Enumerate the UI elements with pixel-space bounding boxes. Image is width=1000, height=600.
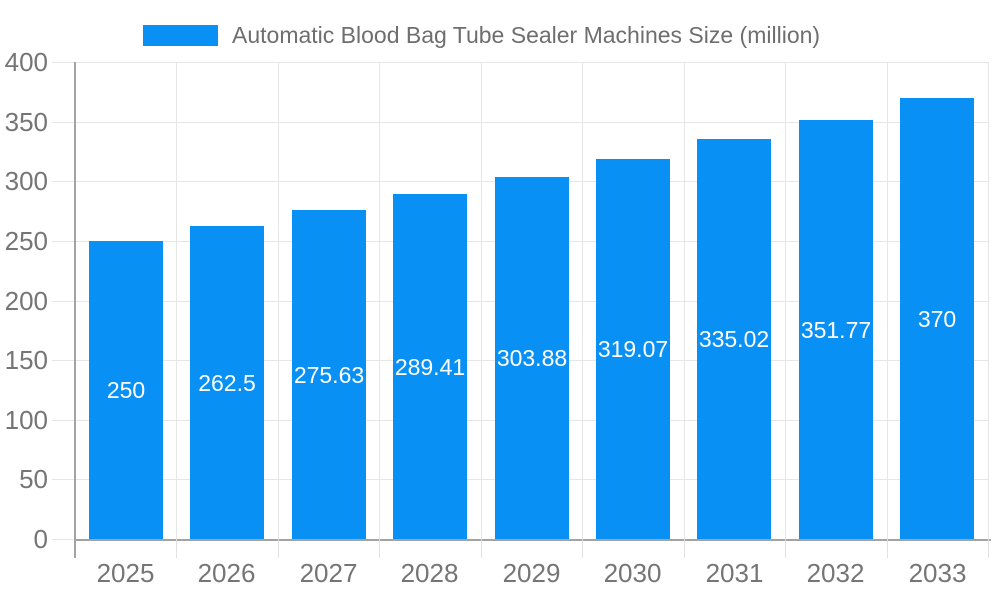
y-tick xyxy=(52,122,75,123)
bar[interactable]: 319.07 xyxy=(596,159,670,539)
bar[interactable]: 250 xyxy=(89,241,163,539)
x-axis-label: 2033 xyxy=(908,558,967,588)
x-axis-line xyxy=(74,539,991,541)
y-axis-label: 100 xyxy=(4,405,48,435)
gridline-v xyxy=(988,62,989,539)
y-tick xyxy=(52,420,75,421)
x-tick xyxy=(278,539,279,558)
y-axis-label: 50 xyxy=(19,464,48,494)
gridline-v xyxy=(278,62,279,539)
bar-value-label: 250 xyxy=(106,377,146,403)
legend-swatch-icon xyxy=(143,25,218,46)
y-axis-line xyxy=(74,62,76,558)
legend-label: Automatic Blood Bag Tube Sealer Machines… xyxy=(232,22,821,48)
x-axis-label: 2026 xyxy=(197,558,256,588)
x-axis-label: 2030 xyxy=(603,558,662,588)
y-tick xyxy=(52,241,75,242)
y-tick xyxy=(52,360,75,361)
x-tick xyxy=(887,539,888,558)
bar-value-label: 335.02 xyxy=(698,326,770,352)
bar-value-label: 289.41 xyxy=(394,353,466,380)
x-tick xyxy=(582,539,583,558)
gridline-h xyxy=(75,122,988,123)
y-axis-label: 0 xyxy=(33,524,48,554)
gridline-v xyxy=(887,62,888,539)
bar-value-label: 351.77 xyxy=(800,316,872,343)
bar[interactable]: 303.88 xyxy=(495,177,569,539)
y-axis-label: 350 xyxy=(4,107,48,137)
bar-value-label: 262.5 xyxy=(198,369,256,396)
gridline-v xyxy=(379,62,380,539)
x-axis-label: 2027 xyxy=(299,558,358,588)
gridline-v xyxy=(582,62,583,539)
y-tick xyxy=(52,301,75,302)
gridline-v xyxy=(684,62,685,539)
gridline-v xyxy=(785,62,786,539)
bar[interactable]: 335.02 xyxy=(697,139,771,539)
gridline-v xyxy=(176,62,177,539)
bar-value-label: 303.88 xyxy=(496,345,568,371)
x-tick xyxy=(684,539,685,558)
x-axis-label: 2025 xyxy=(96,558,155,588)
x-tick xyxy=(785,539,786,558)
bar-value-label: 370 xyxy=(917,305,957,332)
bar[interactable]: 351.77 xyxy=(799,120,873,539)
bar-value-label: 319.07 xyxy=(597,336,669,362)
x-axis-label: 2032 xyxy=(806,558,865,588)
gridline-v xyxy=(481,62,482,539)
y-tick xyxy=(52,181,75,182)
x-tick xyxy=(176,539,177,558)
bar-value-label: 275.63 xyxy=(293,361,365,388)
bar[interactable]: 289.41 xyxy=(393,194,467,539)
y-axis-label: 250 xyxy=(4,226,48,256)
x-tick xyxy=(481,539,482,558)
x-axis-label: 2031 xyxy=(705,558,764,588)
y-axis-label: 400 xyxy=(4,47,48,77)
y-axis-label: 150 xyxy=(4,345,48,375)
x-axis-label: 2029 xyxy=(502,558,561,588)
y-tick xyxy=(52,479,75,480)
y-axis-label: 300 xyxy=(4,166,48,196)
gridline-h xyxy=(75,62,988,63)
bar[interactable]: 262.5 xyxy=(190,226,264,539)
x-axis-label: 2028 xyxy=(400,558,459,588)
x-tick xyxy=(379,539,380,558)
bar[interactable]: 275.63 xyxy=(292,210,366,539)
y-tick xyxy=(52,62,75,63)
y-tick xyxy=(52,539,75,540)
legend-item[interactable]: Automatic Blood Bag Tube Sealer Machines… xyxy=(143,22,820,49)
x-tick xyxy=(988,539,989,558)
bar[interactable]: 370 xyxy=(900,98,974,539)
y-axis-label: 200 xyxy=(4,286,48,316)
